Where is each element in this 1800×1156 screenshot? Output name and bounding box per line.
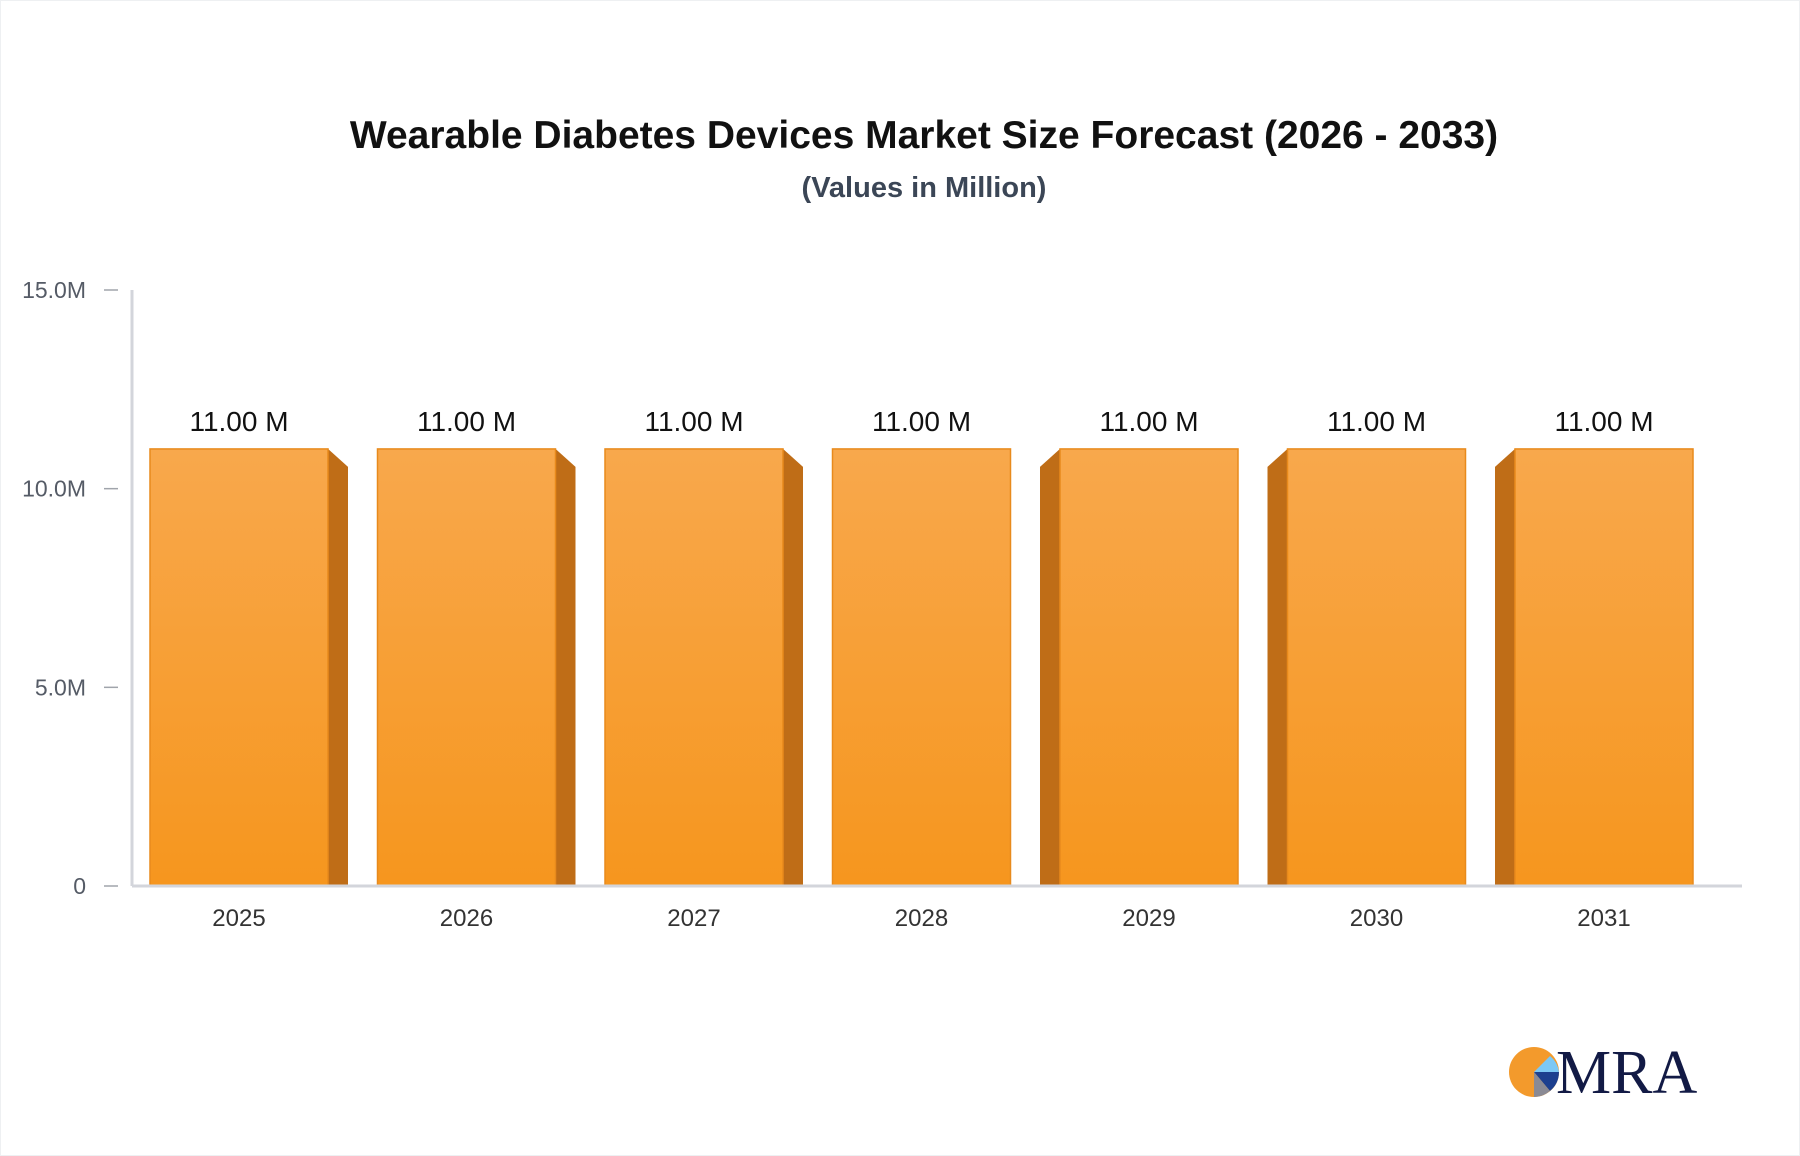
y-axis: 0 5.0M 10.0M 15.0M (22, 277, 134, 899)
bar-2029 (1059, 448, 1239, 887)
data-label: 11.00 M (417, 406, 516, 437)
chart-subtitle: (Values in Million) (802, 172, 1047, 204)
bar-2028 (831, 448, 1012, 887)
data-label: 11.00 M (1554, 406, 1653, 437)
x-tick-label: 2031 (1577, 905, 1630, 932)
bar-side (328, 448, 348, 886)
data-label: 11.00 M (1327, 406, 1426, 437)
bar-2030 (1286, 448, 1467, 887)
x-tick-label: 2029 (1122, 905, 1175, 932)
data-label: 11.00 M (189, 406, 288, 437)
x-axis: 2025 2026 2027 2028 2029 2030 2031 (132, 884, 1742, 932)
y-tick-label: 5.0M (35, 674, 86, 700)
mra-logo: MRA (1509, 1039, 1697, 1107)
data-label: 11.00 M (644, 406, 743, 437)
bar-2027 (604, 448, 784, 887)
bar-side (1495, 448, 1515, 886)
x-tick-label: 2030 (1350, 905, 1403, 932)
bar-2031 (1514, 448, 1694, 887)
bar-side (1267, 448, 1288, 886)
y-tick-label: 15.0M (22, 277, 86, 303)
data-label: 11.00 M (1099, 406, 1198, 437)
bar-side (1040, 448, 1060, 886)
x-tick-label: 2027 (667, 905, 720, 932)
bar-side (555, 448, 576, 886)
x-tick-label: 2025 (212, 905, 265, 932)
bars: 11.00 M 11.00 M 11.00 M 11.00 M 11.00 M 11.00… (149, 406, 1694, 887)
data-label: 11.00 M (872, 406, 971, 437)
y-tick-label: 10.0M (22, 476, 86, 502)
y-tick-label: 0 (73, 873, 86, 899)
bar-2025 (149, 448, 329, 887)
x-tick-label: 2026 (440, 905, 493, 932)
bar-2026 (376, 448, 557, 887)
chart-title: Wearable Diabetes Devices Market Size Fo… (350, 114, 1498, 157)
logo-text: MRA (1556, 1039, 1697, 1107)
bar-side (783, 448, 803, 886)
x-tick-label: 2028 (895, 905, 948, 932)
